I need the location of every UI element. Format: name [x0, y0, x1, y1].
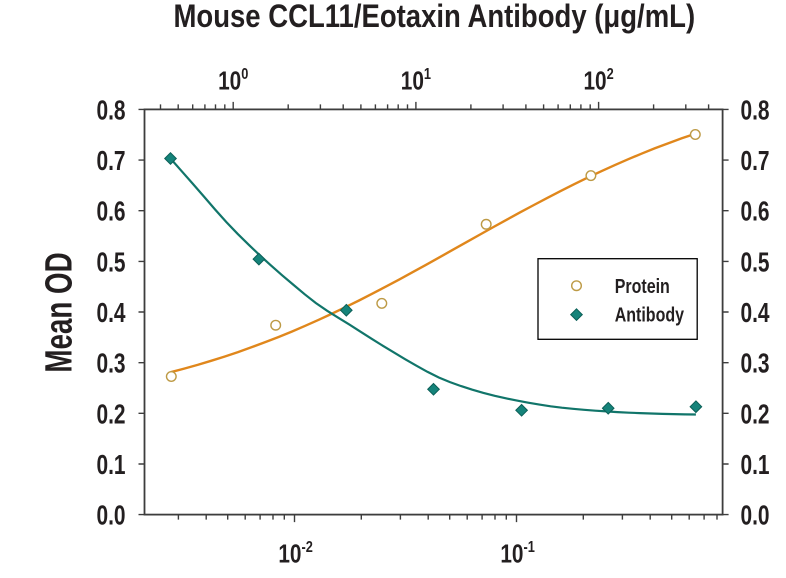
svg-text:0.4: 0.4 [96, 298, 125, 328]
svg-text:0.0: 0.0 [741, 501, 770, 531]
svg-text:0.8: 0.8 [96, 96, 125, 126]
svg-text:0.7: 0.7 [741, 146, 770, 176]
svg-text:0.7: 0.7 [96, 146, 125, 176]
svg-text:10-2: 10-2 [278, 539, 313, 568]
svg-text:0.6: 0.6 [741, 197, 770, 227]
svg-text:0.8: 0.8 [741, 96, 770, 126]
svg-text:0.2: 0.2 [741, 400, 770, 430]
svg-text:Mouse CCL11/Eotaxin Antibody (: Mouse CCL11/Eotaxin Antibody (μg/mL) [173, 0, 695, 35]
svg-text:0.4: 0.4 [741, 298, 770, 328]
svg-text:Mean OD: Mean OD [38, 252, 80, 372]
svg-text:Protein: Protein [615, 275, 670, 297]
svg-text:0.6: 0.6 [96, 197, 125, 227]
svg-text:0.5: 0.5 [741, 248, 770, 278]
svg-text:0.1: 0.1 [96, 450, 125, 480]
svg-text:0.5: 0.5 [96, 248, 125, 278]
svg-text:0.3: 0.3 [741, 349, 770, 379]
svg-text:100: 100 [218, 66, 248, 95]
svg-text:0.3: 0.3 [96, 349, 125, 379]
svg-text:0.2: 0.2 [96, 400, 125, 430]
svg-text:Antibody: Antibody [615, 304, 684, 326]
svg-text:0.1: 0.1 [741, 450, 770, 480]
svg-text:0.0: 0.0 [96, 501, 125, 531]
